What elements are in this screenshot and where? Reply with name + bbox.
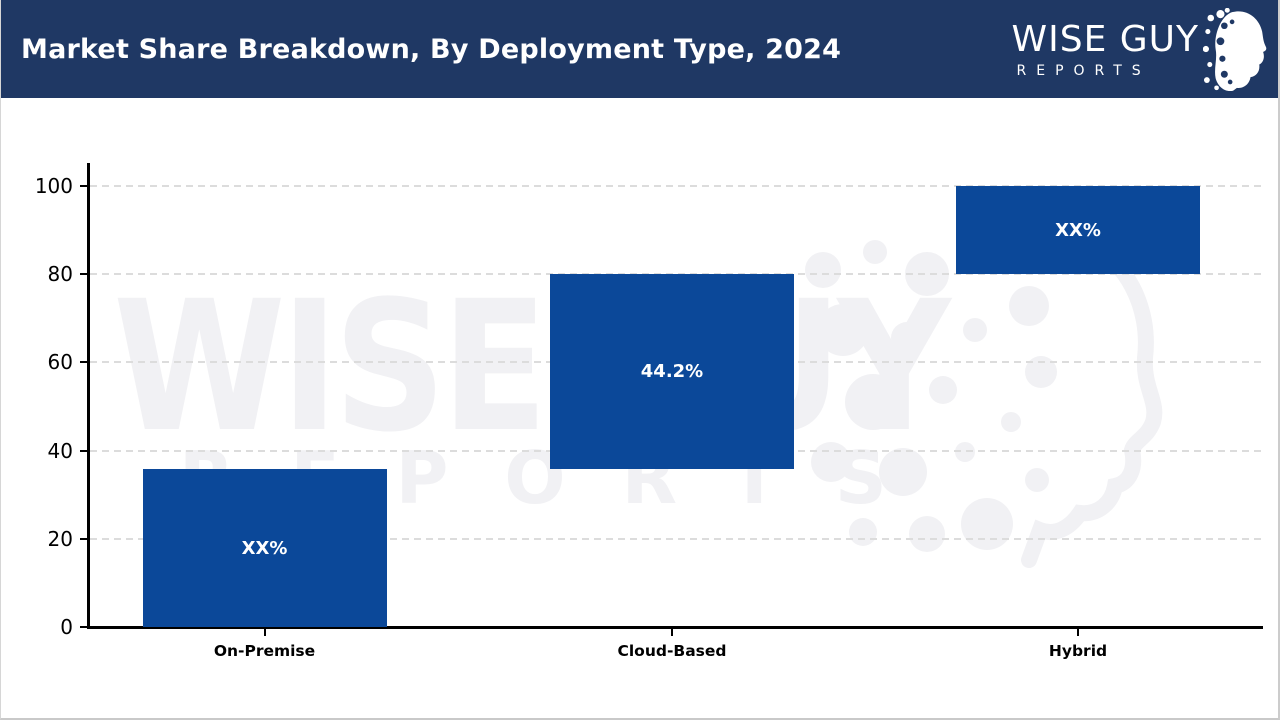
x-category-label: Hybrid [1048,642,1108,660]
x-tick-mark [671,628,673,636]
y-tick-mark [80,626,89,628]
watermark-wordmark: WISE GUY [113,263,951,472]
y-tick-label: 40 [47,438,73,463]
y-tick-label: 20 [47,526,73,551]
bar: XX% [956,186,1200,275]
y-tick-label: 100 [34,174,73,198]
y-tick-label: 0 [60,615,73,639]
bar-value-label: 44.2% [640,361,704,383]
bar: 44.2% [550,274,794,470]
page-title: Market Share Breakdown, By Deployment Ty… [21,33,842,65]
y-axis-line [87,163,90,629]
logo-subtitle: REPORTS [1016,63,1151,79]
gridline [90,185,1263,187]
bar: XX% [142,469,387,627]
dotted-head-profile-icon [1202,7,1267,96]
wiseguy-logo: WISE GUY REPORTS [1011,7,1268,96]
logo-wordmark: WISE GUY [1011,19,1199,60]
x-category-label: Cloud-Based [617,642,727,660]
y-tick-mark [80,537,89,540]
bar-value-label: XX% [1055,219,1101,241]
bar-value-label: XX% [241,537,288,559]
header-bar: Market Share Breakdown, By Deployment Ty… [1,0,1278,98]
y-tick-mark [80,449,89,452]
y-tick-label: 80 [47,262,73,287]
x-axis-line [87,626,1263,629]
x-tick-mark [1077,628,1079,636]
y-tick-label: 60 [47,350,73,375]
logo-text: WISE GUY REPORTS [1011,19,1200,80]
x-tick-mark [263,628,266,636]
chart-area: WISE GUY REPORTS 0 20 40 60 80 100 XX% On-Premi… [1,98,1278,718]
gridline [90,537,1263,540]
y-tick-mark [80,185,89,187]
watermark-head-icon [779,226,1179,598]
y-tick-mark [80,361,89,364]
x-category-label: On-Premise [213,642,316,660]
y-tick-mark [80,273,89,276]
